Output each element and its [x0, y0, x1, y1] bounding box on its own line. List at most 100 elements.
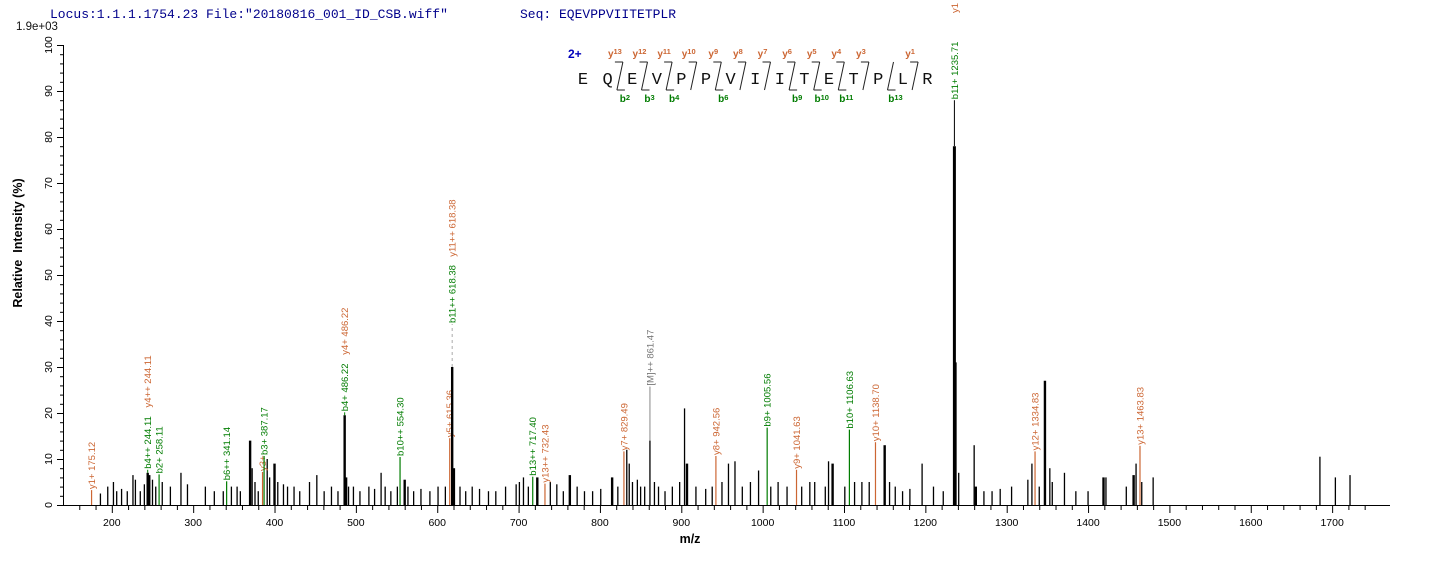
labeled-peak: y7+ 829.49 — [619, 403, 630, 505]
peak-label: y1 — [950, 3, 961, 13]
residue-letter: E — [824, 71, 834, 90]
peptide-sequence-label: Seq: EQEVPPVIITETPLR — [520, 7, 677, 22]
svg-text:30: 30 — [43, 361, 55, 373]
residue-letter: R — [922, 71, 932, 90]
residue-letter: T — [799, 71, 809, 90]
axes — [63, 45, 1390, 506]
svg-text:50: 50 — [43, 269, 55, 281]
residue-letter: E — [627, 71, 637, 90]
labeled-peak: y12+ 1334.83 — [1031, 393, 1042, 505]
peak-label: [M]++ 861.47 — [645, 330, 656, 386]
y-ion-label: y4 — [831, 47, 842, 60]
y-ion-label: y5 — [807, 47, 817, 60]
svg-text:500: 500 — [347, 517, 365, 529]
b-ion-label: b9 — [792, 93, 802, 105]
peaks-layer — [99, 362, 1351, 505]
peak-label: b4++ 244.11 — [143, 416, 154, 469]
labeled-peak: y13+ 1463.83 — [1135, 387, 1146, 505]
labeled-peak: b4+ 486.22 y4+ 486.22 — [340, 308, 351, 505]
fragment-cut-mark — [665, 61, 673, 91]
svg-text:300: 300 — [184, 517, 202, 529]
svg-text:10: 10 — [43, 453, 55, 465]
labeled-peaks-layer: y1+ 175.12 b4++ 244.11 y4++ 244.11 b2+ 258.… — [87, 3, 1146, 505]
svg-text:200: 200 — [103, 517, 121, 529]
residue-letter: P — [676, 71, 686, 90]
labeled-peak: b10+ 1106.63 — [845, 371, 856, 505]
residue-letter: I — [775, 71, 785, 90]
residue-letter: E — [578, 71, 588, 90]
svg-text:1400: 1400 — [1076, 517, 1100, 529]
residue-letter: V — [725, 71, 736, 90]
labeled-peak: b11+ 1235.71 y1 — [950, 3, 961, 505]
b-ion-label: b2 — [620, 93, 630, 105]
peak-label: y8+ 942.56 — [711, 408, 722, 455]
plot-generated-layer: 200 300 400 500 600 700 800 900 1000 1100 1200 1300… — [43, 3, 1390, 529]
residue-letter: T — [848, 71, 858, 90]
peak-label: b10++ 554.30 — [396, 397, 407, 456]
y-ion-label: y9 — [708, 47, 718, 60]
x-axis-title: m/z — [680, 532, 701, 546]
max-intensity-label: 1.9e+03 — [16, 21, 58, 33]
labeled-peak: y1+ 175.12 — [87, 442, 98, 505]
peak-label: b6++ 341.14 — [222, 427, 233, 480]
labeled-peak: b2+ 258.11 — [155, 426, 166, 505]
peak-label: b11++ 618.38 — [448, 265, 459, 323]
locus-file-label: Locus:1.1.1.1754.23 File:"20180816_001_I… — [50, 7, 448, 22]
y-ion-label: y3 — [856, 47, 866, 60]
fragment-cut-mark — [788, 61, 796, 91]
fragment-cut-mark — [739, 61, 747, 91]
peak-label: y10+ 1138.70 — [871, 384, 882, 441]
fragment-cut-mark — [837, 61, 845, 91]
svg-text:1500: 1500 — [1158, 517, 1182, 529]
labeled-peak: b9+ 1005.56 — [763, 373, 774, 505]
svg-text:800: 800 — [591, 517, 609, 529]
labeled-peak: y8+ 942.56 — [711, 408, 722, 505]
peak-label: b13++ 717.40 — [528, 417, 539, 476]
peak-label: b2+ 258.11 — [155, 426, 166, 473]
svg-text:100: 100 — [43, 36, 55, 54]
fragment-cut-mark — [764, 61, 771, 91]
y-ion-label: y8 — [733, 47, 743, 60]
tick-marks — [57, 45, 1366, 513]
svg-text:1000: 1000 — [751, 517, 775, 529]
peak-label: b3+ 387.17 — [260, 407, 271, 455]
svg-text:70: 70 — [43, 177, 55, 189]
peak-label: y11++ 618.38 — [448, 199, 459, 256]
svg-text:1600: 1600 — [1239, 517, 1263, 529]
tick-labels: 200 300 400 500 600 700 800 900 1000 1100 1200 1300… — [43, 36, 1344, 529]
fragment-cut-mark — [887, 61, 894, 91]
peak-label: y1+ 175.12 — [87, 442, 98, 489]
peak-label: y12+ 1334.83 — [1031, 393, 1042, 451]
labeled-peak: b11++ 618.38 y11++ 618.38 — [448, 199, 459, 505]
peak-label: y9+ 1041.63 — [792, 416, 803, 469]
peak-label: b11+ 1235.71 — [950, 42, 961, 100]
residue-letter: V — [652, 71, 663, 90]
peak-label: b9+ 1005.56 — [763, 373, 774, 426]
b-ion-label: b6 — [718, 93, 728, 105]
residue-letter: P — [873, 71, 883, 90]
peak-label: y13+ 1463.83 — [1135, 387, 1146, 445]
y-ion-label: y7 — [758, 47, 768, 60]
labeled-peak: b4++ 244.11 y4++ 244.11 — [143, 355, 154, 505]
peak-label: y7+ 829.49 — [619, 403, 630, 450]
b-ion-label: b4 — [669, 93, 680, 105]
svg-text:600: 600 — [428, 517, 446, 529]
svg-text:40: 40 — [43, 315, 55, 327]
svg-text:1100: 1100 — [833, 517, 856, 529]
svg-text:90: 90 — [43, 85, 55, 97]
residue-letter: Q — [602, 71, 612, 90]
fragment-cut-mark — [911, 61, 919, 91]
y-ion-label: y13 — [608, 47, 622, 60]
svg-text:1300: 1300 — [995, 517, 1019, 529]
peak-label: y4++ 244.11 — [143, 355, 154, 407]
svg-text:1200: 1200 — [914, 517, 938, 529]
residue-letter: I — [750, 71, 760, 90]
fragment-cut-mark — [714, 61, 722, 91]
labeled-peak: [M]++ 861.47 — [645, 330, 656, 505]
svg-text:900: 900 — [673, 517, 691, 529]
svg-text:700: 700 — [510, 517, 528, 529]
labeled-peak: b3+ 387.17 — [260, 407, 271, 505]
